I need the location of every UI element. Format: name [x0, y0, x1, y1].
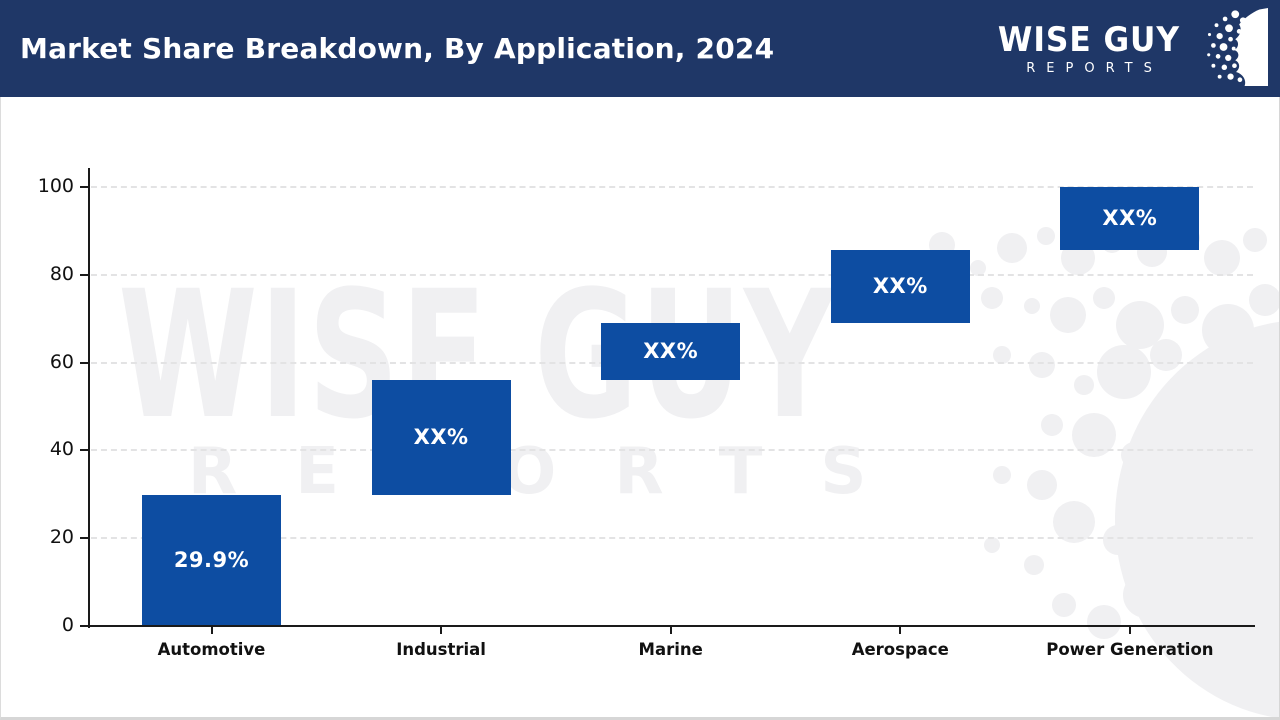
- logo-text-wise-guy: WISE GUY: [998, 19, 1181, 60]
- y-axis-tick: [80, 361, 89, 364]
- x-axis-tick: [210, 627, 213, 634]
- logo-text-reports: REPORTS: [1026, 61, 1163, 77]
- y-axis-line: [88, 168, 90, 628]
- bar-marine: XX%: [601, 322, 741, 380]
- bar-automotive: 29.9%: [142, 494, 281, 626]
- bar-value-label: XX%: [643, 339, 699, 364]
- y-axis-tick: [80, 537, 89, 540]
- page-title: Market Share Breakdown, By Application, …: [20, 32, 775, 65]
- x-axis-tick: [669, 627, 672, 634]
- x-axis-tick: [1128, 627, 1131, 634]
- y-axis-tick-label: 0: [61, 614, 74, 636]
- bar-value-label: 29.9%: [173, 548, 250, 573]
- wise-guy-logo: WISE GUY REPORTS: [990, 6, 1268, 92]
- x-axis-label: Marine: [638, 640, 703, 659]
- y-axis-tick: [80, 186, 89, 188]
- bar-value-label: XX%: [872, 274, 928, 299]
- gridline-20: [91, 537, 1253, 540]
- y-axis-tick-label: 40: [49, 438, 74, 461]
- gridline-100: [91, 186, 1253, 188]
- x-axis-label: Industrial: [396, 640, 486, 659]
- bar-value-label: XX%: [1102, 206, 1158, 231]
- x-axis-label: Automotive: [157, 640, 266, 659]
- x-axis-tick: [440, 627, 443, 634]
- y-axis-tick-label: 80: [49, 262, 74, 285]
- header-bar: Market Share Breakdown, By Application, …: [0, 0, 1280, 97]
- bar-power-generation: XX%: [1060, 187, 1200, 250]
- y-axis-tick-label: 60: [49, 350, 74, 373]
- y-axis-tick: [80, 625, 89, 627]
- y-axis-tick-label: 100: [37, 175, 74, 197]
- bar-value-label: XX%: [413, 425, 469, 450]
- x-axis-tick: [899, 627, 902, 634]
- x-axis-line: [88, 625, 1255, 627]
- y-axis-tick: [80, 449, 89, 452]
- x-axis-label: Power Generation: [1046, 640, 1214, 659]
- bar-industrial: XX%: [371, 379, 511, 495]
- gridline-40: [91, 449, 1253, 452]
- gridline-80: [91, 273, 1253, 276]
- y-axis-tick-label: 20: [49, 526, 74, 549]
- x-axis-label: Aerospace: [851, 640, 949, 659]
- bar-aerospace: XX%: [830, 249, 970, 323]
- head-profile-icon: [1190, 5, 1268, 93]
- y-axis-tick: [80, 273, 89, 276]
